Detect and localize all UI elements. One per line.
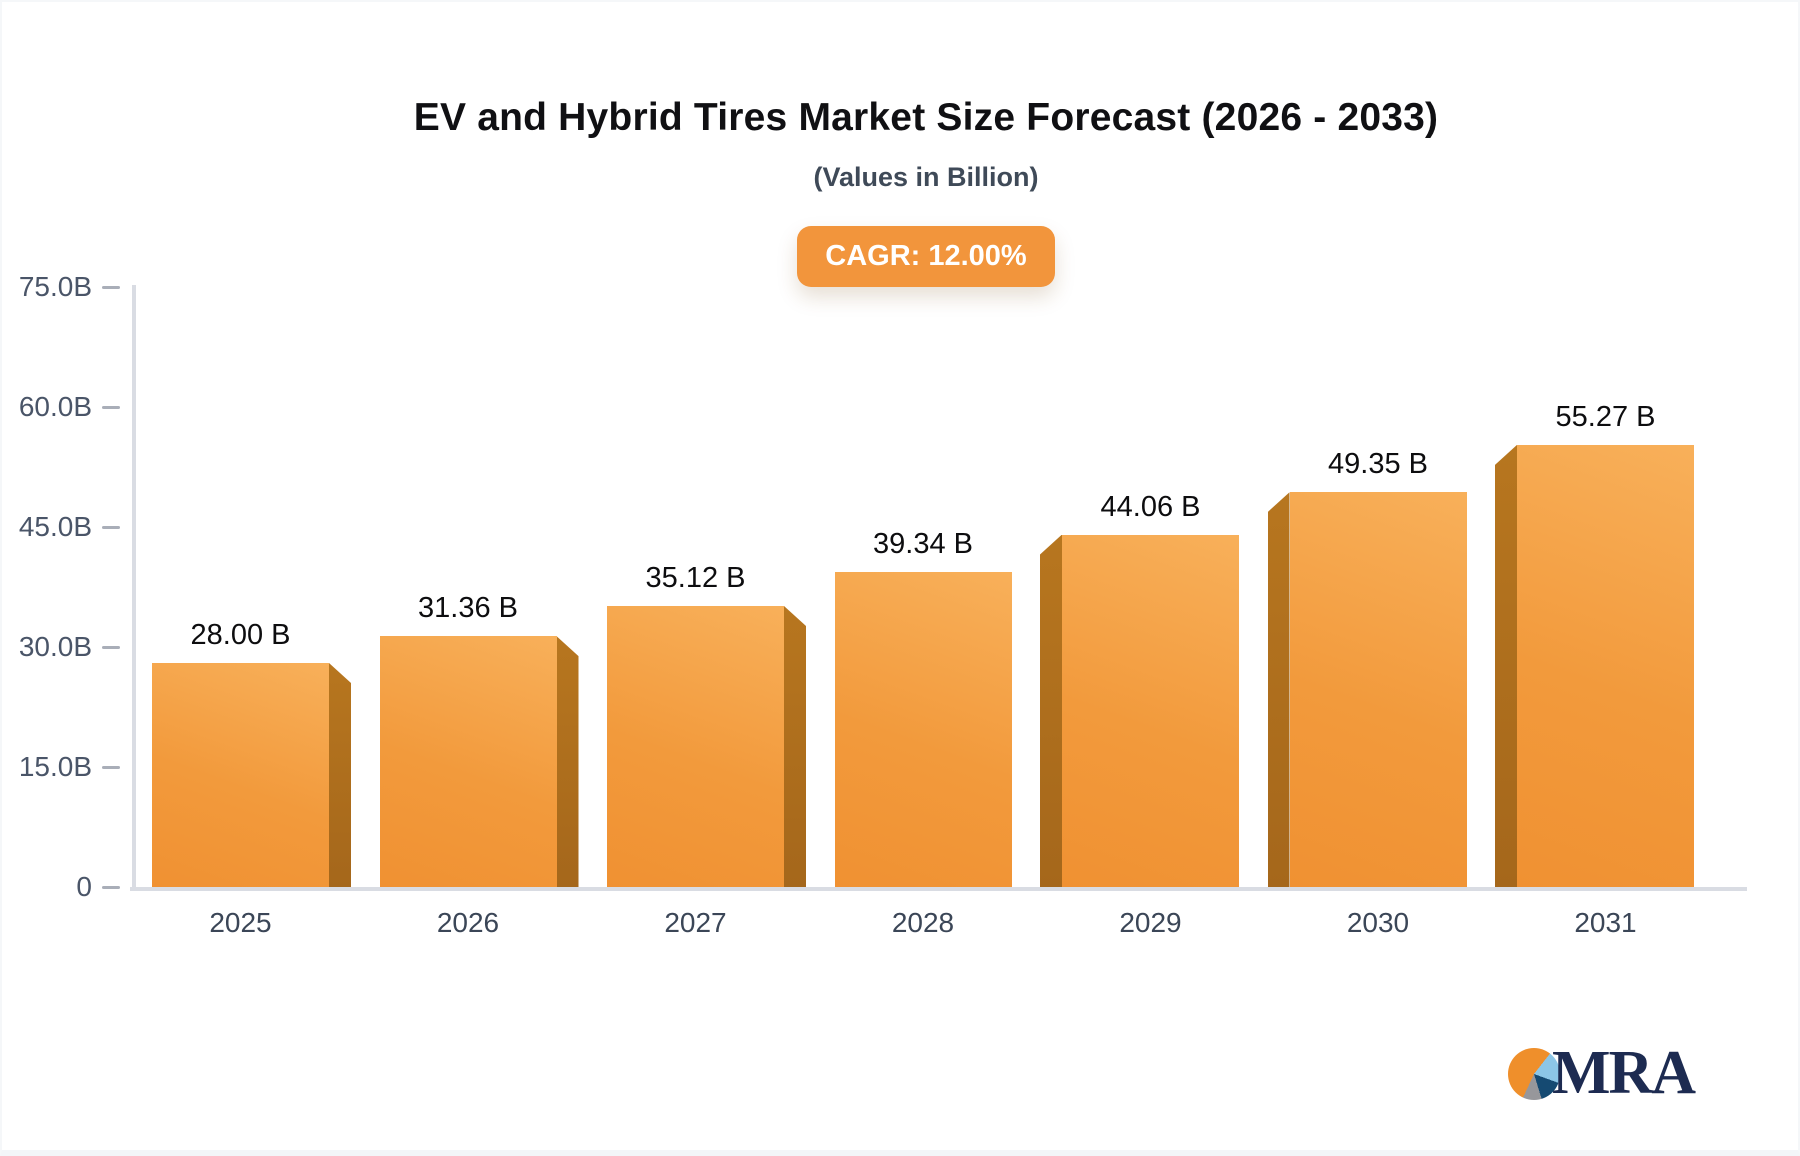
bar-2025 xyxy=(152,663,329,887)
cagr-badge: CAGR: 12.00% xyxy=(797,226,1055,287)
y-axis-tick-label: 15.0B xyxy=(18,751,92,782)
bar-3d-side xyxy=(1495,444,1517,887)
pie-chart-icon xyxy=(1508,1048,1560,1100)
y-axis-tick-label: 75.0B xyxy=(18,271,92,302)
chart-title: EV and Hybrid Tires Market Size Forecast… xyxy=(413,96,1439,139)
bar-3d-side xyxy=(1267,492,1290,887)
bar-value-label: 31.36 B xyxy=(418,592,518,625)
bar-2026 xyxy=(379,636,557,887)
x-axis-label-2028: 2028 xyxy=(891,907,955,938)
y-axis-line xyxy=(132,285,136,891)
bar-2029 xyxy=(1062,534,1239,887)
bar-3d-side xyxy=(1040,534,1062,887)
bar-2031 xyxy=(1517,444,1694,887)
chart-header: EV and Hybrid Tires Market Size Forecast… xyxy=(50,2,1798,193)
y-axis-tick-mark xyxy=(102,765,120,769)
bar-3d-side xyxy=(784,606,806,887)
chart-subtitle: (Values in Billion) xyxy=(813,162,1039,192)
x-axis-label-2031: 2031 xyxy=(1574,907,1637,938)
bar-value-label: 35.12 B xyxy=(645,562,746,595)
y-axis-tick-label: 60.0B xyxy=(18,391,92,422)
bar-2028 xyxy=(834,572,1012,887)
mra-logo-text: MRA xyxy=(1552,1039,1696,1107)
y-axis-tick-label: 0 xyxy=(76,871,92,902)
y-axis-tick-mark xyxy=(102,285,120,289)
bar-value-label: 39.34 B xyxy=(873,528,973,561)
x-axis-line xyxy=(130,887,1747,891)
bar-value-label: 55.27 B xyxy=(1555,400,1656,433)
y-axis-tick-mark xyxy=(102,525,120,529)
x-axis-label-2025: 2025 xyxy=(209,907,272,938)
cagr-badge-row: CAGR: 12.00% xyxy=(50,226,1798,287)
y-axis-tick-mark xyxy=(102,645,120,649)
bar-value-label: 44.06 B xyxy=(1100,490,1201,523)
y-axis-tick-mark xyxy=(102,885,120,889)
bar-3d-side xyxy=(556,636,579,887)
bar-3d-side xyxy=(329,663,351,887)
y-axis-tick-label: 30.0B xyxy=(18,631,92,662)
bar-2030 xyxy=(1289,492,1467,887)
bar-value-label: 28.00 B xyxy=(190,619,291,651)
x-axis-label-2030: 2030 xyxy=(1346,907,1410,938)
bar-2027 xyxy=(607,606,784,887)
y-axis-tick-mark xyxy=(102,405,120,409)
y-axis-tick-label: 45.0B xyxy=(18,511,92,542)
x-axis-label-2026: 2026 xyxy=(436,907,500,938)
x-axis-label-2027: 2027 xyxy=(664,907,727,938)
bar-value-label: 49.35 B xyxy=(1328,448,1428,481)
mra-logo: MRA xyxy=(1508,1040,1728,1110)
x-axis-label-2029: 2029 xyxy=(1119,907,1182,938)
